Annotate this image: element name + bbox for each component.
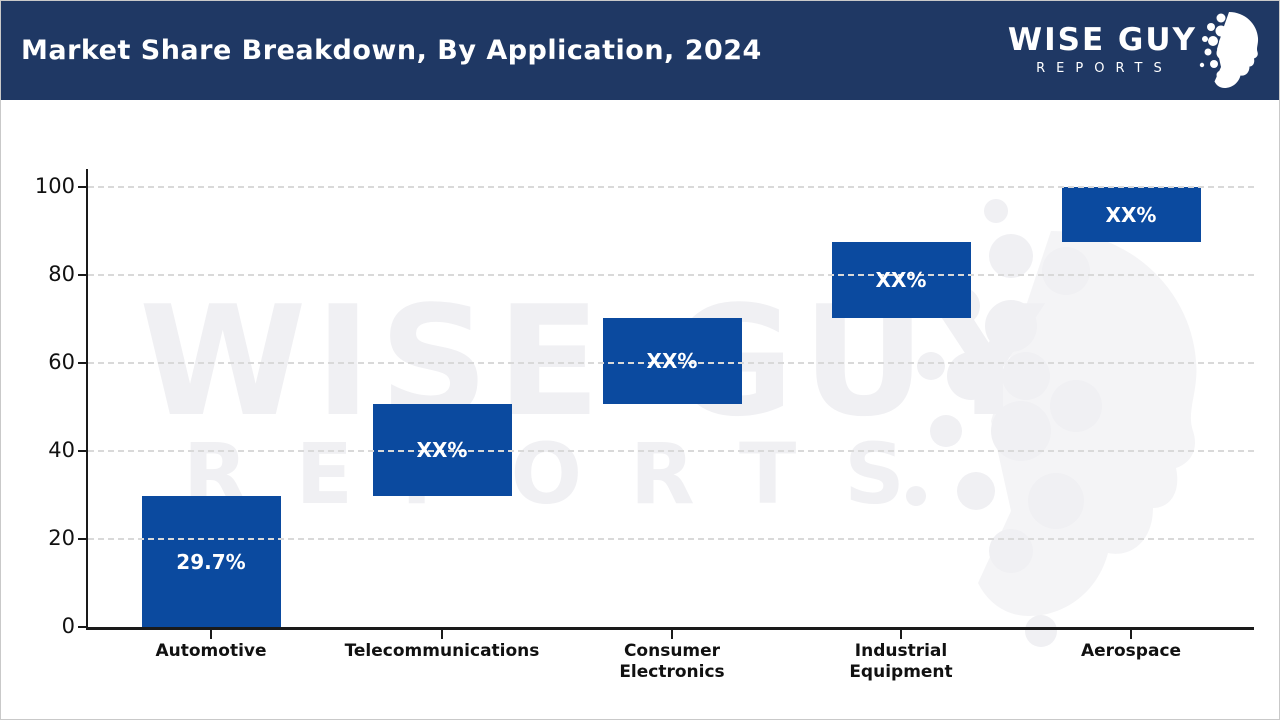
bar-label-consumer-electronics: XX% xyxy=(646,348,698,373)
x-tick-mark-aerospace xyxy=(1130,630,1132,639)
gridline-20 xyxy=(88,538,1254,540)
x-axis-line xyxy=(86,627,1254,630)
x-axis-label-consumer-electronics: Consumer Electronics xyxy=(619,641,725,683)
x-tick-mark-telecommunications xyxy=(441,630,443,639)
y-tick-label-40: 40 xyxy=(48,438,75,462)
gridline-80 xyxy=(88,274,1254,276)
gridline-60 xyxy=(88,362,1254,364)
bar-label-industrial-equipment: XX% xyxy=(875,267,927,292)
bar-aerospace xyxy=(1061,187,1201,242)
y-tick-mark-80 xyxy=(78,274,86,276)
bar-label-aerospace: XX% xyxy=(1105,202,1157,227)
y-tick-mark-0 xyxy=(78,626,86,628)
y-tick-label-20: 20 xyxy=(48,526,75,550)
logo-subtitle: REPORTS xyxy=(1036,61,1173,76)
x-axis-label-telecommunications: Telecommunications xyxy=(344,641,540,661)
y-axis-line xyxy=(86,169,88,629)
x-axis-label-aerospace: Aerospace xyxy=(1080,641,1182,661)
logo-text: WISE GUY REPORTS xyxy=(1007,22,1197,76)
wise-guy-reports-logo: WISE GUY REPORTS xyxy=(1008,7,1263,93)
bar-label-telecommunications: XX% xyxy=(416,438,468,463)
x-tick-mark-automotive xyxy=(210,630,212,639)
gridline-100 xyxy=(88,186,1254,188)
watermark-head-icon xyxy=(906,197,1197,647)
x-tick-mark-consumer-electronics xyxy=(671,630,673,639)
bar-consumer-electronics xyxy=(602,317,742,404)
bar-automotive xyxy=(141,496,281,627)
y-tick-label-60: 60 xyxy=(48,350,75,374)
logo-name: WISE GUY xyxy=(1007,22,1197,58)
x-tick-mark-industrial-equipment xyxy=(900,630,902,639)
y-tick-mark-20 xyxy=(78,538,86,540)
y-tick-label-80: 80 xyxy=(48,262,75,286)
watermark-reports: REPORTS xyxy=(183,425,953,523)
gridline-40 xyxy=(88,450,1254,452)
header-bar: Market Share Breakdown, By Application, … xyxy=(1,1,1279,100)
bar-label-automotive: 29.7% xyxy=(176,549,246,574)
y-tick-mark-60 xyxy=(78,362,86,364)
x-axis-label-industrial-equipment: Industrial Equipment xyxy=(849,641,953,683)
y-tick-label-100: 100 xyxy=(34,174,75,198)
y-tick-mark-100 xyxy=(78,186,86,188)
bar-industrial-equipment xyxy=(831,242,971,318)
y-tick-label-0: 0 xyxy=(61,614,75,638)
logo-head-icon xyxy=(1199,12,1259,88)
x-axis-label-automotive: Automotive xyxy=(155,641,267,661)
y-tick-mark-40 xyxy=(78,450,86,452)
chart-title: Market Share Breakdown, By Application, … xyxy=(21,35,762,66)
